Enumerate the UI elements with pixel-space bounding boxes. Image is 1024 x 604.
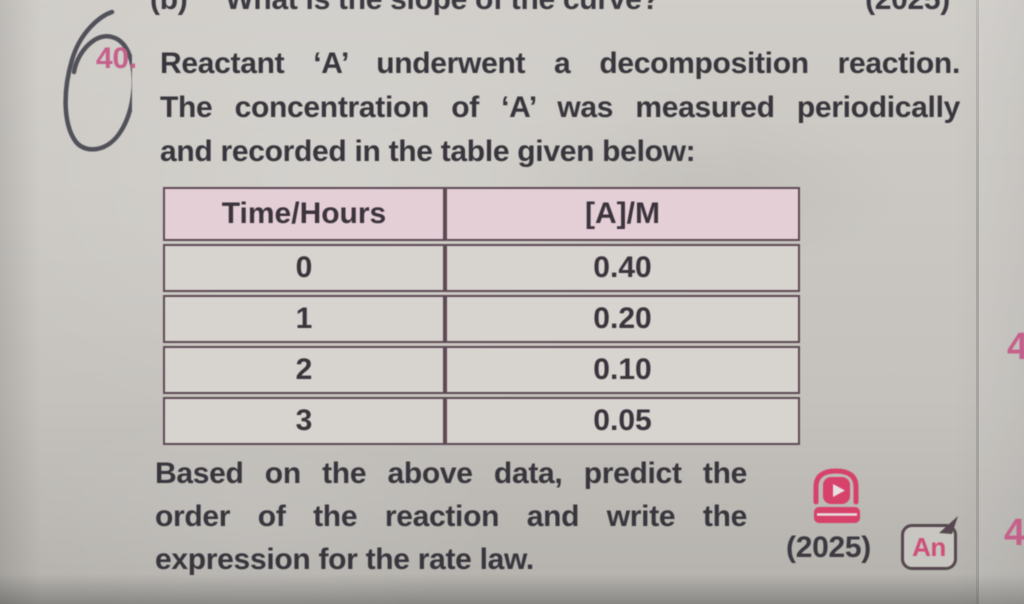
- table-row: 3 0.05: [163, 397, 800, 445]
- concentration-data-table: Time/Hours [A]/M 0 0.40 1 0.20 2 0.10: [163, 184, 800, 448]
- table-row: 0 0.40: [163, 244, 800, 292]
- time-value: 2: [163, 346, 445, 394]
- time-value: 0: [163, 244, 445, 292]
- question-line: and recorded in the table given below:: [160, 135, 696, 168]
- question-number: 40.: [96, 42, 137, 75]
- cropped-previous-question-line: (b) What is the slope of the curve? (202…: [150, 0, 950, 17]
- question-line: The concentration of ‘A’ was measured pe…: [160, 91, 960, 124]
- subpart-label: (b): [150, 0, 188, 17]
- page-fold-highlight: [979, 0, 1024, 604]
- badge-corner-flap-icon: [939, 516, 958, 534]
- closing-line: Based on the above data, predict the: [155, 457, 747, 490]
- cropped-year-tag: (2025): [865, 0, 950, 17]
- video-play-icon: [813, 468, 860, 523]
- table-row: 1 0.20: [163, 295, 800, 343]
- cropped-question-text: What is the slope of the curve?: [225, 0, 659, 17]
- page-fold-line: [976, 0, 979, 604]
- question-text-block: Reactant ‘A’ underwent a decomposition r…: [160, 42, 960, 174]
- table-header-concentration: [A]/M: [445, 187, 800, 241]
- time-value: 3: [163, 397, 445, 445]
- table-row: 2 0.10: [163, 346, 800, 394]
- year-tag: (2025): [786, 531, 871, 564]
- answer-badge-label: An: [912, 531, 946, 562]
- time-value: 1: [163, 295, 445, 343]
- partial-question-number: 4: [1004, 512, 1024, 554]
- table-header-time: Time/Hours: [163, 187, 445, 241]
- partial-question-number: 4: [1007, 326, 1024, 368]
- concentration-value: 0.40: [445, 244, 800, 292]
- concentration-value: 0.10: [445, 346, 800, 394]
- table-header-row: Time/Hours [A]/M: [163, 187, 800, 241]
- answer-speech-badge: An: [901, 516, 958, 570]
- closing-text-block: Based on the above data, predict the ord…: [155, 452, 747, 581]
- closing-line: expression for the rate law.: [155, 543, 534, 576]
- closing-line: order of the reaction and write the: [155, 500, 747, 533]
- concentration-value: 0.05: [445, 397, 800, 445]
- concentration-value: 0.20: [445, 295, 800, 343]
- question-line: Reactant ‘A’ underwent a decomposition r…: [160, 47, 960, 80]
- handwritten-pen-circle: [63, 9, 132, 152]
